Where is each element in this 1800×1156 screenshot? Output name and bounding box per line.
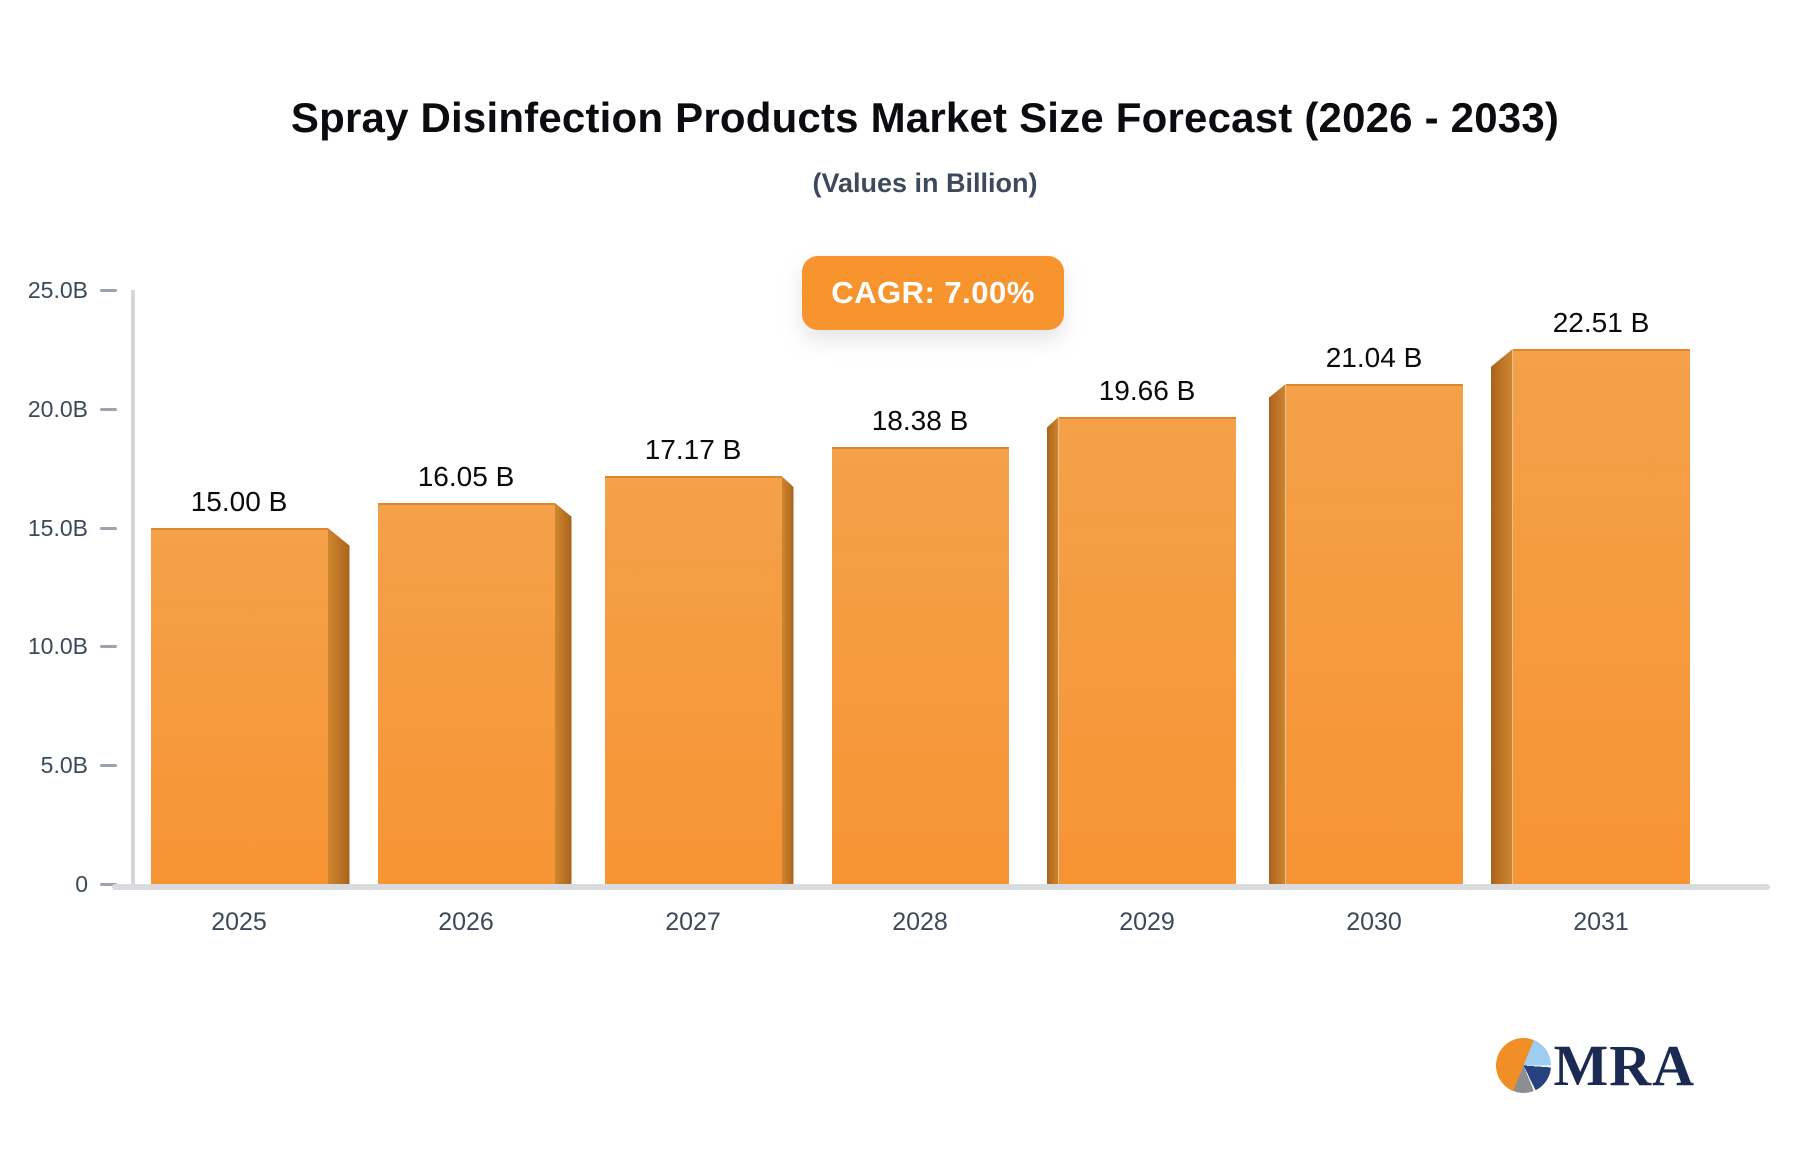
y-tick-mark: [100, 526, 117, 530]
cagr-badge-label: CAGR: 7.00%: [831, 275, 1035, 310]
y-tick-label: 0: [75, 871, 88, 897]
bar-value-label: 21.04 B: [1325, 342, 1423, 374]
y-axis: 0 5.0B 10.0B 15.0B 20.0B 25.0B: [0, 277, 133, 897]
y-axis-line: [131, 290, 135, 886]
bar-value-label: 19.66 B: [1098, 374, 1196, 406]
chart-subtitle: (Values in Billion): [812, 168, 1038, 198]
bar-value-label: 15.00 B: [190, 485, 288, 517]
y-tick-mark: [100, 883, 117, 886]
x-tick-label: 2025: [211, 908, 267, 936]
y-tick-label: 10.0B: [27, 633, 88, 660]
x-axis-line: [112, 884, 1770, 890]
logo: MRA: [1496, 1033, 1695, 1098]
bar-face: [1285, 384, 1463, 884]
bar-2031: 22.51 B: [1490, 307, 1690, 884]
y-tick-label: 5.0B: [40, 752, 88, 779]
y-tick-mark: [100, 764, 117, 768]
y-tick-label: 15.0B: [27, 514, 88, 541]
x-tick-label: 2030: [1346, 908, 1402, 936]
bar-value-label: 17.17 B: [644, 434, 742, 466]
x-tick-label: 2031: [1573, 908, 1629, 936]
y-tick-label: 20.0B: [27, 395, 88, 422]
y-tick-mark: [100, 407, 117, 411]
bar-2028: 18.38 B: [831, 405, 1009, 884]
x-axis: 2025 2026 2027 2028 2029 2030 2031: [133, 908, 1768, 958]
cagr-badge: CAGR: 7.00%: [802, 256, 1064, 330]
x-tick-label: 2029: [1119, 908, 1175, 936]
x-tick-label: 2027: [665, 908, 721, 936]
bar-value-label: 18.38 B: [871, 405, 969, 437]
bar-face: [831, 447, 1009, 884]
bar-2030: 21.04 B: [1268, 342, 1463, 884]
y-tick-mark: [100, 289, 117, 292]
y-tick-label: 25.0B: [27, 277, 88, 303]
bar-side-panel: [781, 476, 794, 884]
bar-face: [1058, 416, 1236, 884]
x-tick-label: 2026: [438, 908, 494, 936]
x-tick-label: 2028: [892, 908, 948, 936]
bar-value-label: 16.05 B: [417, 460, 515, 492]
logo-pie-icon: [1496, 1038, 1552, 1093]
bar-face: [1512, 349, 1690, 884]
bar-2029: 19.66 B: [1046, 375, 1236, 884]
plot-area: 15.00 B 16.05 B 17.17 B 18.38 B 19.66 B 21.04…: [133, 290, 1768, 884]
bar-side-panel: [327, 527, 350, 884]
bar-2026: 16.05 B: [377, 461, 572, 884]
bar-face: [150, 527, 328, 884]
bar-2027: 17.17 B: [604, 434, 794, 884]
bar-side-panel: [1490, 349, 1513, 884]
bar-value-label: 22.51 B: [1552, 307, 1650, 339]
bar-side-panel: [554, 502, 572, 884]
bar-face: [377, 502, 555, 884]
y-tick-mark: [100, 645, 117, 649]
bar-side-panel: [1268, 384, 1286, 884]
logo-text: MRA: [1553, 1033, 1695, 1098]
chart-title: Spray Disinfection Products Market Size …: [290, 94, 1560, 141]
bar-side-panel: [1046, 416, 1059, 884]
bar-2025: 15.00 B: [150, 486, 350, 884]
bar-face: [604, 476, 782, 884]
